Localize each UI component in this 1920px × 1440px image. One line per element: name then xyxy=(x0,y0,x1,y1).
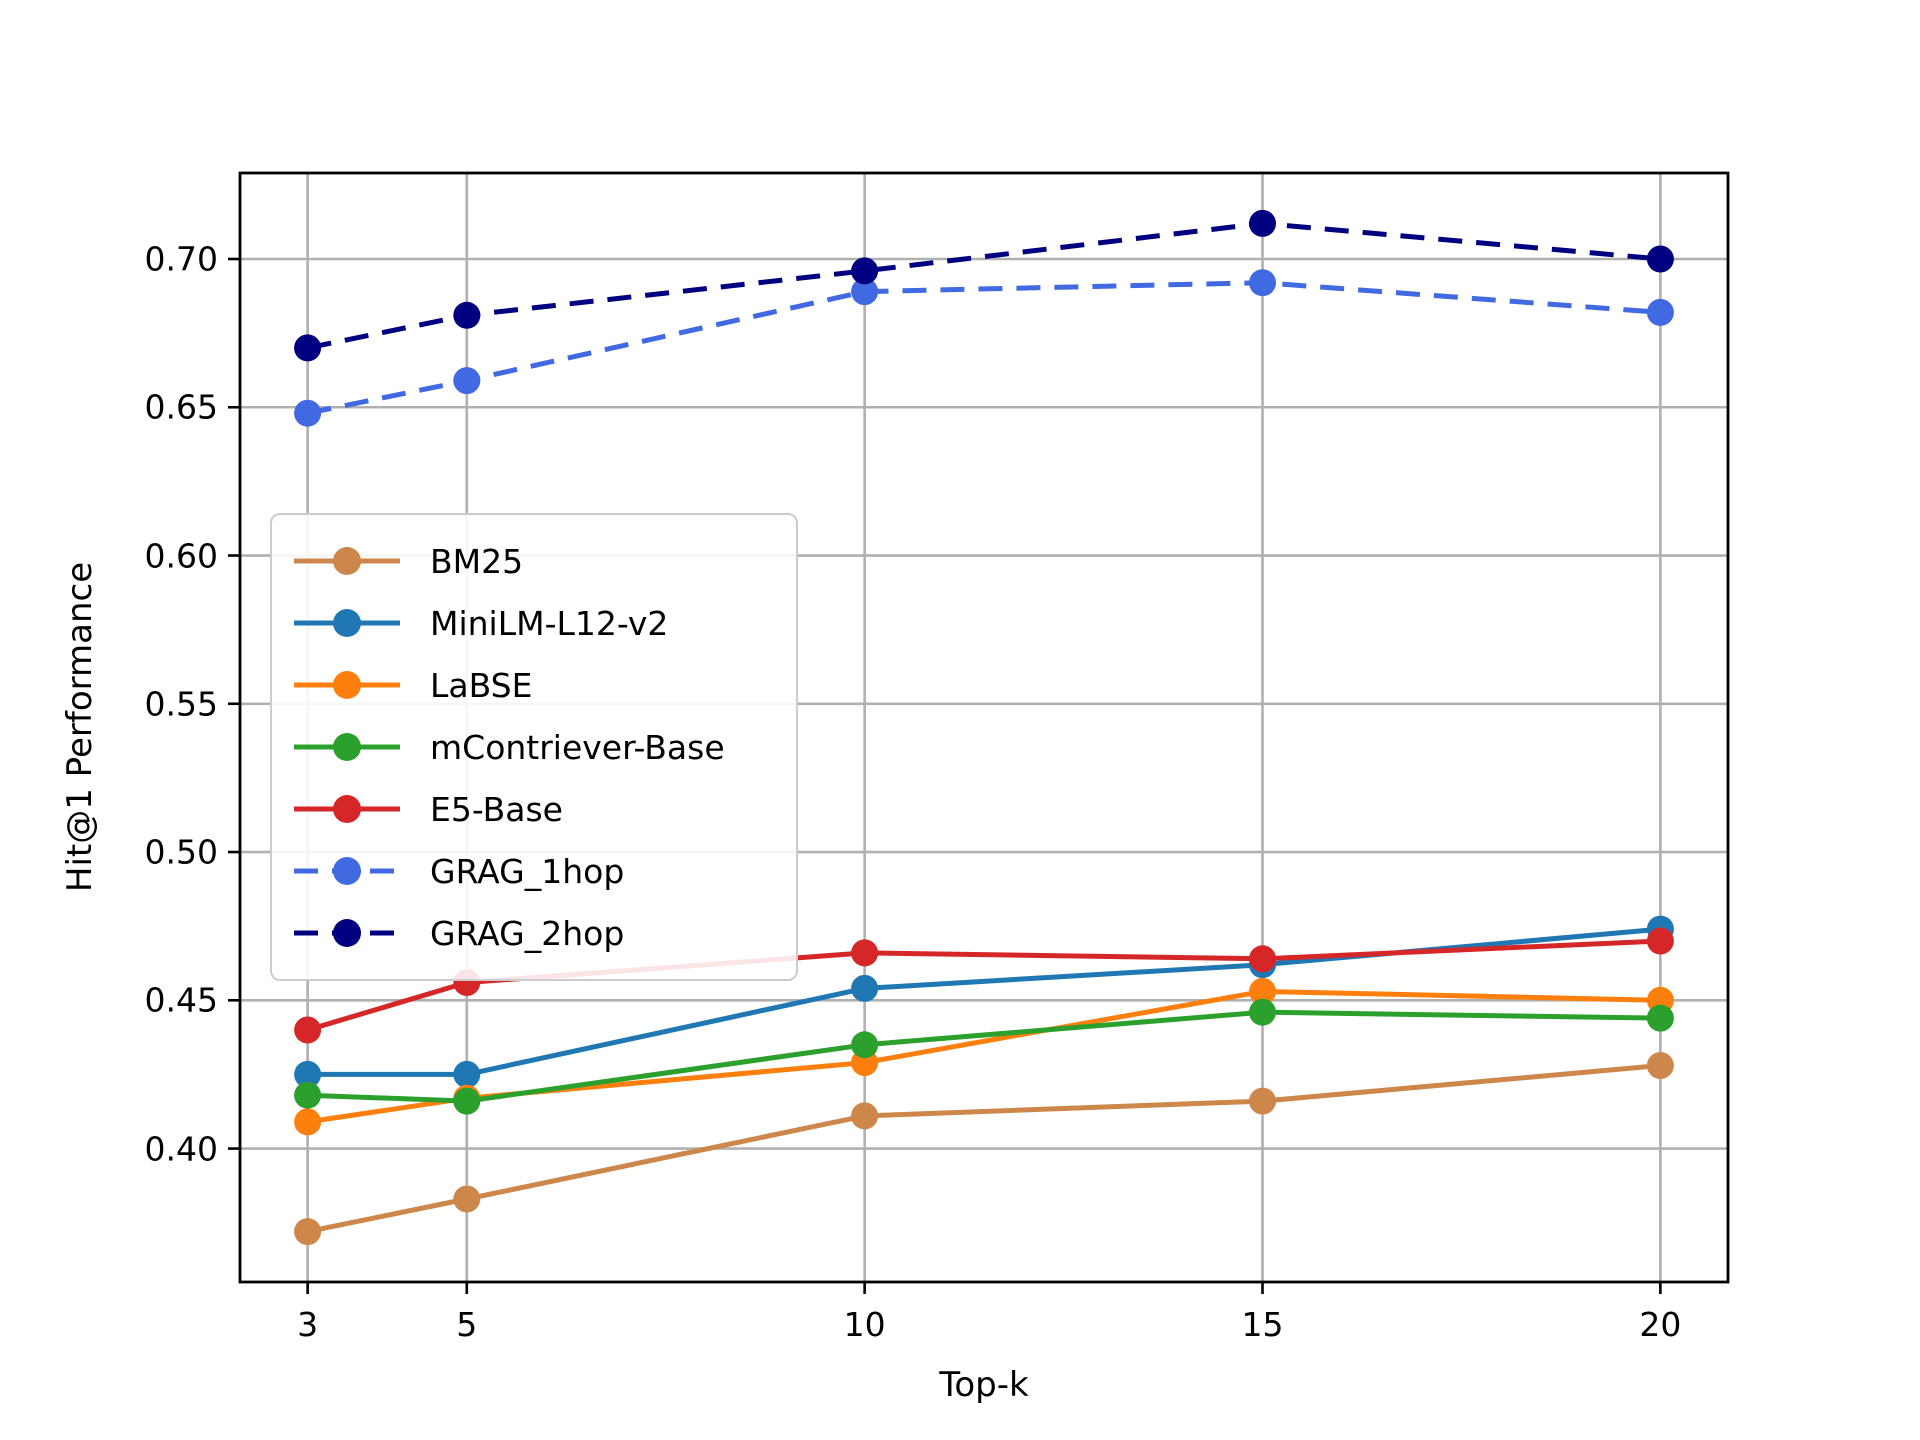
legend-label: MiniLM-L12-v2 xyxy=(430,603,669,643)
legend-swatch-GRAG_2hop xyxy=(294,918,400,948)
x-tick-label-5: 5 xyxy=(456,1305,478,1344)
legend-swatch-MiniLM-L12-v2 xyxy=(294,608,400,638)
data-point-GRAG_2hop-k15 xyxy=(1249,209,1276,237)
legend-label: E5-Base xyxy=(430,789,563,829)
y-tick-label-0.60: 0.60 xyxy=(144,536,218,576)
x-tick-label-15: 15 xyxy=(1241,1305,1284,1344)
data-point-E5-Base-k20 xyxy=(1646,927,1674,955)
data-point-MiniLM-L12-v2-k3 xyxy=(294,1060,322,1088)
data-point-GRAG_1hop-k3 xyxy=(294,399,322,427)
legend-label: mContriever-Base xyxy=(430,727,725,767)
data-point-BM25-k20 xyxy=(1646,1052,1674,1079)
y-tick-label-0.70: 0.70 xyxy=(144,239,218,279)
y-tick-label-0.50: 0.50 xyxy=(144,832,218,872)
legend-marker-sample xyxy=(333,857,361,885)
legend-swatch-E5-Base xyxy=(294,794,400,824)
x-tick-label-10: 10 xyxy=(843,1305,886,1344)
y-tick-label-0.40: 0.40 xyxy=(144,1129,218,1169)
data-point-GRAG_1hop-k15 xyxy=(1249,269,1276,297)
legend-marker-sample xyxy=(333,609,361,637)
legend-label: BM25 xyxy=(430,541,524,581)
legend-item-LaBSE: LaBSE xyxy=(294,654,776,716)
legend-label: LaBSE xyxy=(430,665,533,705)
x-axis-label: Top-k xyxy=(939,1365,1029,1405)
data-point-BM25-k5 xyxy=(453,1185,481,1213)
data-point-BM25-k3 xyxy=(294,1218,322,1246)
data-point-MiniLM-L12-v2-k10 xyxy=(851,974,879,1002)
y-tick-label-0.45: 0.45 xyxy=(144,980,218,1020)
legend-marker-sample xyxy=(333,919,361,947)
series-line-GRAG_2hop xyxy=(307,220,1661,351)
legend-swatch-LaBSE xyxy=(294,670,400,700)
legend-marker-sample xyxy=(333,733,361,761)
legend-swatch-BM25 xyxy=(294,546,400,576)
series-line-mContriever-Base xyxy=(307,1009,1661,1104)
legend-marker-sample xyxy=(333,547,361,575)
legend-item-mContriever-Base: mContriever-Base xyxy=(294,716,776,778)
data-point-E5-Base-k15 xyxy=(1249,945,1276,973)
data-point-GRAG_2hop-k20 xyxy=(1646,245,1674,273)
data-point-BM25-k10 xyxy=(851,1102,879,1130)
legend-label: GRAG_2hop xyxy=(430,913,625,953)
axes-spines xyxy=(238,171,1730,1284)
legend: BM25 MiniLM-L12-v2 LaBSE mContriever-Base E5… xyxy=(270,513,798,981)
data-point-LaBSE-k15 xyxy=(1249,977,1276,1005)
legend-item-GRAG_2hop: GRAG_2hop xyxy=(294,902,776,964)
data-point-GRAG_1hop-k10 xyxy=(851,278,879,306)
legend-item-BM25: BM25 xyxy=(294,530,776,592)
data-point-GRAG_2hop-k10 xyxy=(851,257,879,285)
data-point-MiniLM-L12-v2-k5 xyxy=(453,1060,481,1088)
y-tick-label-0.65: 0.65 xyxy=(144,387,218,427)
series-line-GRAG_1hop xyxy=(307,280,1661,416)
data-point-mContriever-Base-k3 xyxy=(294,1081,322,1109)
legend-label: GRAG_1hop xyxy=(430,851,625,891)
data-point-mContriever-Base-k20 xyxy=(1646,1004,1674,1032)
data-point-E5-Base-k10 xyxy=(851,939,879,967)
legend-item-MiniLM-L12-v2: MiniLM-L12-v2 xyxy=(294,592,776,654)
data-point-E5-Base-k3 xyxy=(294,1016,322,1044)
y-axis-label: Hit@1 Performance xyxy=(60,561,100,893)
legend-item-GRAG_1hop: GRAG_1hop xyxy=(294,840,776,902)
legend-swatch-GRAG_1hop xyxy=(294,856,400,886)
legend-marker-sample xyxy=(333,795,361,823)
data-point-GRAG_1hop-k20 xyxy=(1646,298,1674,326)
data-point-mContriever-Base-k15 xyxy=(1249,998,1276,1026)
data-point-GRAG_2hop-k3 xyxy=(294,334,322,362)
series-line-LaBSE xyxy=(307,988,1661,1125)
data-point-GRAG_2hop-k5 xyxy=(453,301,481,329)
data-point-mContriever-Base-k5 xyxy=(453,1087,481,1115)
data-point-LaBSE-k3 xyxy=(294,1108,322,1136)
x-tick-label-20: 20 xyxy=(1639,1305,1682,1344)
data-point-BM25-k15 xyxy=(1249,1087,1276,1115)
x-tick-label-3: 3 xyxy=(297,1305,319,1344)
data-point-mContriever-Base-k10 xyxy=(851,1031,879,1059)
data-point-GRAG_1hop-k5 xyxy=(453,367,481,395)
legend-item-E5-Base: E5-Base xyxy=(294,778,776,840)
legend-swatch-mContriever-Base xyxy=(294,732,400,762)
y-tick-label-0.55: 0.55 xyxy=(144,684,218,724)
legend-marker-sample xyxy=(333,671,361,699)
